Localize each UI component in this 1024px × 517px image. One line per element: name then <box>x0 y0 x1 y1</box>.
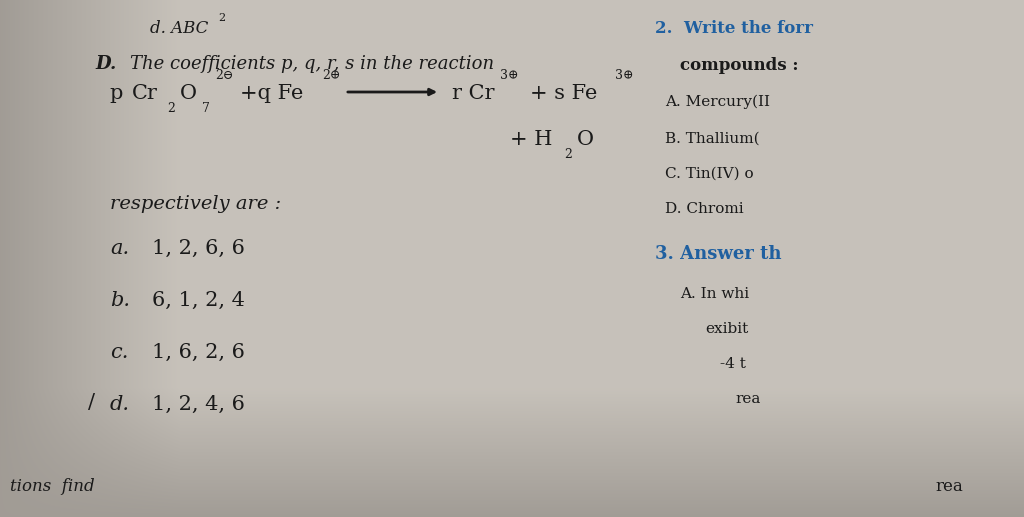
Text: 1, 2, 4, 6: 1, 2, 4, 6 <box>152 395 245 414</box>
Text: 2: 2 <box>167 102 175 115</box>
Text: 2: 2 <box>218 13 225 23</box>
Text: A. Mercury(II: A. Mercury(II <box>665 95 770 110</box>
Text: 1, 6, 2, 6: 1, 6, 2, 6 <box>152 343 245 362</box>
Text: Cr: Cr <box>132 84 158 103</box>
Text: 3⊕: 3⊕ <box>615 69 634 82</box>
Text: 3⊕: 3⊕ <box>500 69 518 82</box>
Text: 2⊕: 2⊕ <box>322 69 340 82</box>
Text: d.: d. <box>110 395 130 414</box>
Text: D.: D. <box>95 55 117 73</box>
Text: compounds :: compounds : <box>680 57 799 74</box>
Text: 1, 2, 6, 6: 1, 2, 6, 6 <box>152 239 245 258</box>
Text: 7: 7 <box>202 102 210 115</box>
Text: c.: c. <box>110 343 128 362</box>
Text: + H: + H <box>510 130 552 149</box>
Text: 3. Answer th: 3. Answer th <box>655 245 781 263</box>
Text: b.: b. <box>110 291 130 310</box>
Text: D. Chromi: D. Chromi <box>665 202 743 216</box>
Text: /: / <box>88 393 95 412</box>
Text: exibit: exibit <box>705 322 749 336</box>
Text: B. Thallium(: B. Thallium( <box>665 132 760 146</box>
Text: rea: rea <box>935 478 963 495</box>
Text: 2: 2 <box>564 148 571 161</box>
Text: +q Fe: +q Fe <box>240 84 303 103</box>
Text: tions  find: tions find <box>10 478 94 495</box>
Text: C. Tin(IV) o: C. Tin(IV) o <box>665 167 754 181</box>
Text: O: O <box>180 84 197 103</box>
Text: d. ABC: d. ABC <box>150 20 208 37</box>
Text: a.: a. <box>110 239 129 258</box>
Text: A. In whi: A. In whi <box>680 287 750 301</box>
Text: The coefficients p, q, r, s in the reaction: The coefficients p, q, r, s in the react… <box>130 55 495 73</box>
Text: p: p <box>110 84 130 103</box>
Text: respectively are :: respectively are : <box>110 195 282 213</box>
Text: rea: rea <box>735 392 761 406</box>
Text: 2.  Write the forr: 2. Write the forr <box>655 20 813 37</box>
Text: O: O <box>577 130 594 149</box>
Text: 2⊖: 2⊖ <box>215 69 233 82</box>
Text: r Cr: r Cr <box>452 84 495 103</box>
Text: -4 t: -4 t <box>720 357 745 371</box>
Text: 6, 1, 2, 4: 6, 1, 2, 4 <box>152 291 245 310</box>
Text: + s Fe: + s Fe <box>530 84 597 103</box>
